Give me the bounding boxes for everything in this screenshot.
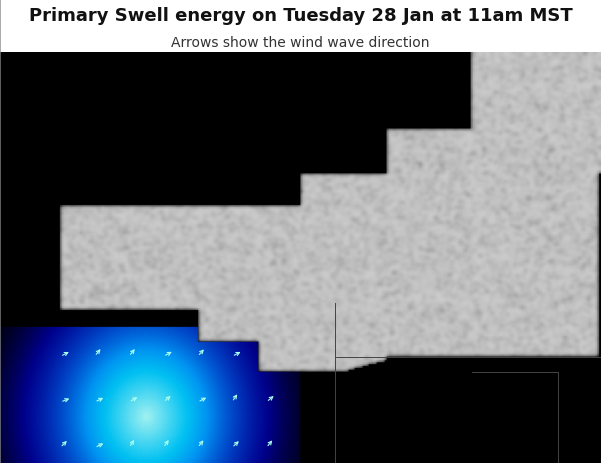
Text: Primary Swell energy on Tuesday 28 Jan at 11am MST: Primary Swell energy on Tuesday 28 Jan a… — [29, 7, 572, 25]
Text: Arrows show the wind wave direction: Arrows show the wind wave direction — [171, 36, 430, 50]
